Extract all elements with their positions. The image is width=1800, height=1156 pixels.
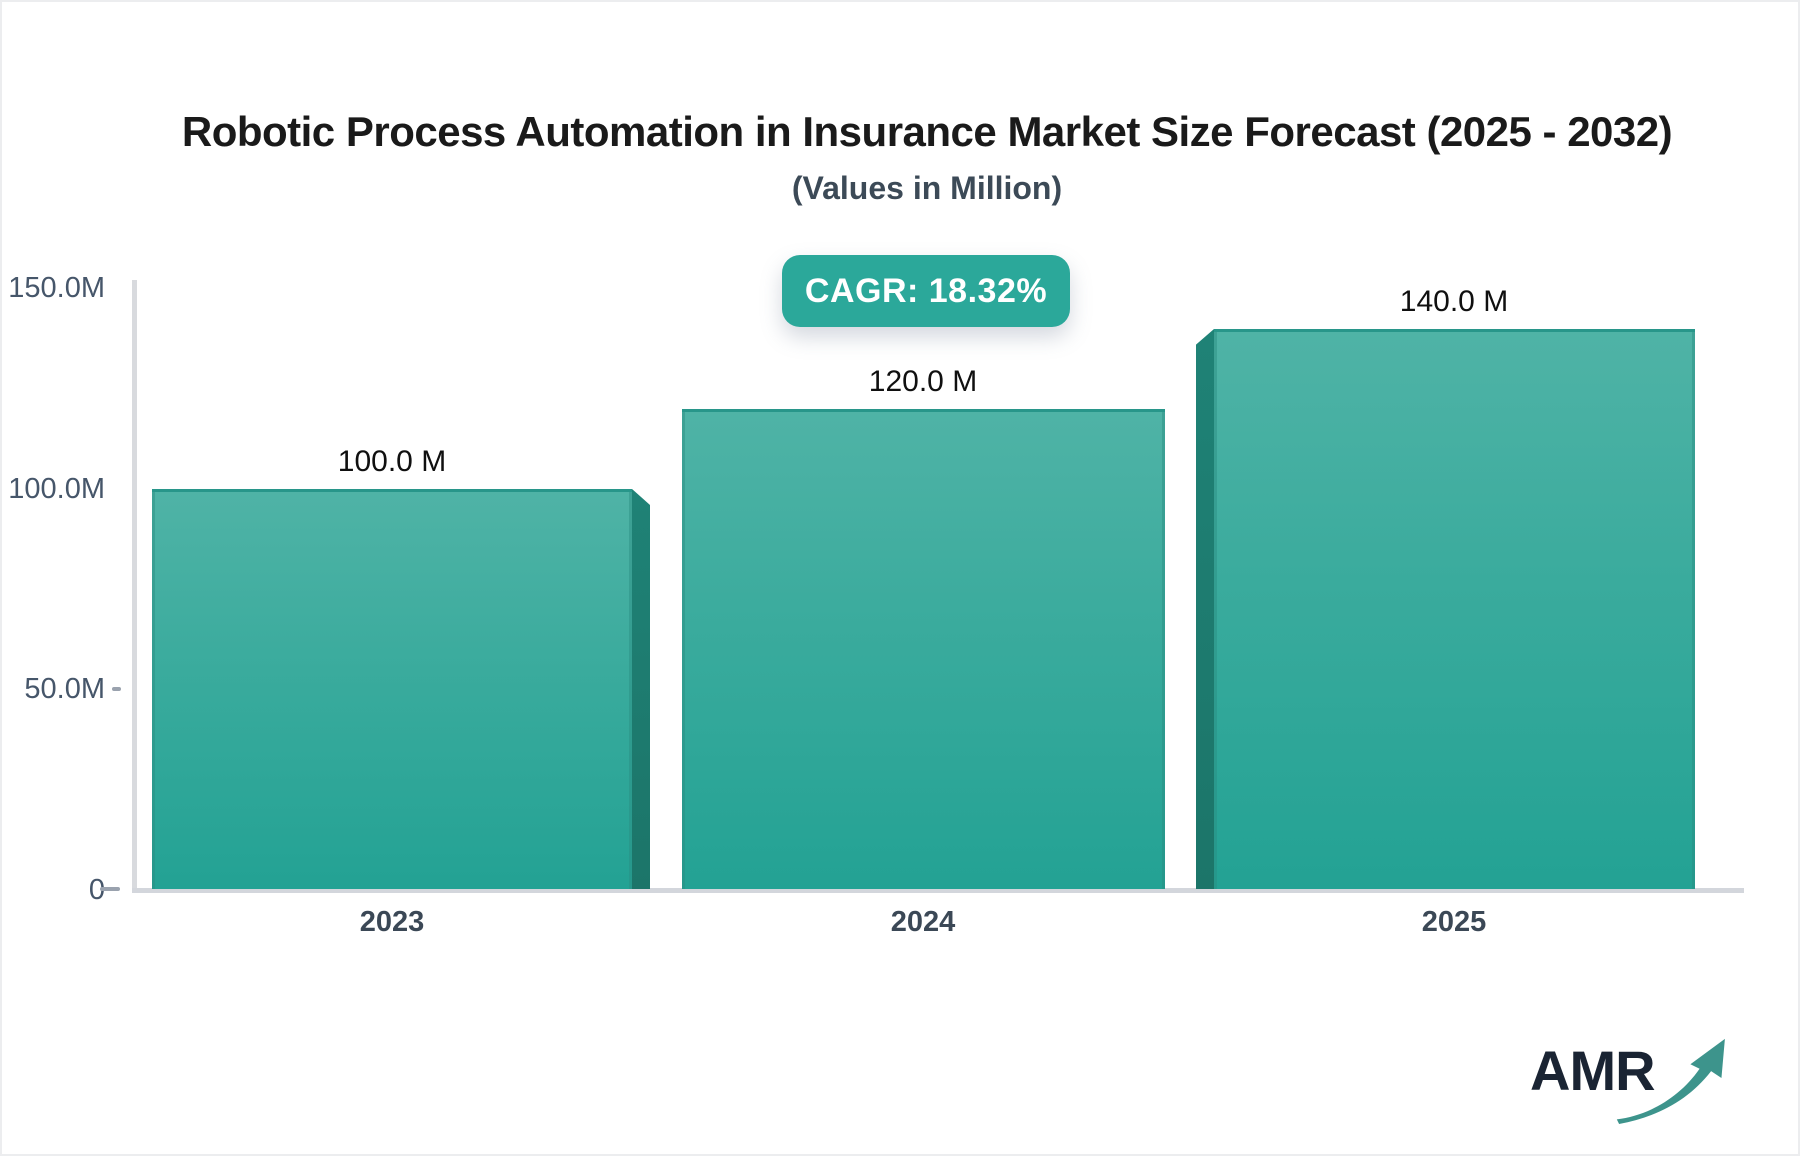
bar-2025 (1214, 329, 1695, 889)
ytick-mark-0 (100, 887, 120, 891)
bar-2023 (152, 489, 632, 889)
xtick-2023: 2023 (359, 906, 425, 938)
ytick-100m: 100.0M (8, 473, 105, 505)
bar-2023-side-shadow (632, 489, 650, 889)
ytick-mark-50m (112, 687, 121, 691)
xtick-2025: 2025 (1421, 906, 1487, 938)
amr-logo-text: AMR (1530, 1039, 1656, 1102)
cagr-badge-label: CAGR: 18.32% (804, 271, 1048, 310)
y-axis-line (132, 280, 137, 893)
ytick-0: 0 (88, 874, 105, 906)
bar-value-2025: 140.0 M (1399, 285, 1509, 318)
amr-logo: AMR (1530, 1032, 1760, 1132)
bar-2025-side-shadow (1196, 329, 1214, 889)
cagr-badge: CAGR: 18.32% (782, 255, 1070, 327)
ytick-50m: 50.0M (24, 673, 105, 705)
bar-value-2023: 100.0 M (337, 445, 447, 478)
bar-value-2024: 120.0 M (868, 365, 978, 398)
chart-title: Robotic Process Automation in Insurance … (181, 108, 1673, 155)
chart-subtitle: (Values in Million) (791, 170, 1063, 206)
x-axis-line (132, 888, 1744, 893)
xtick-2024: 2024 (890, 906, 956, 938)
growth-arrow-icon (1616, 1038, 1725, 1124)
bar-2024 (682, 409, 1165, 889)
ytick-150m: 150.0M (8, 272, 105, 304)
